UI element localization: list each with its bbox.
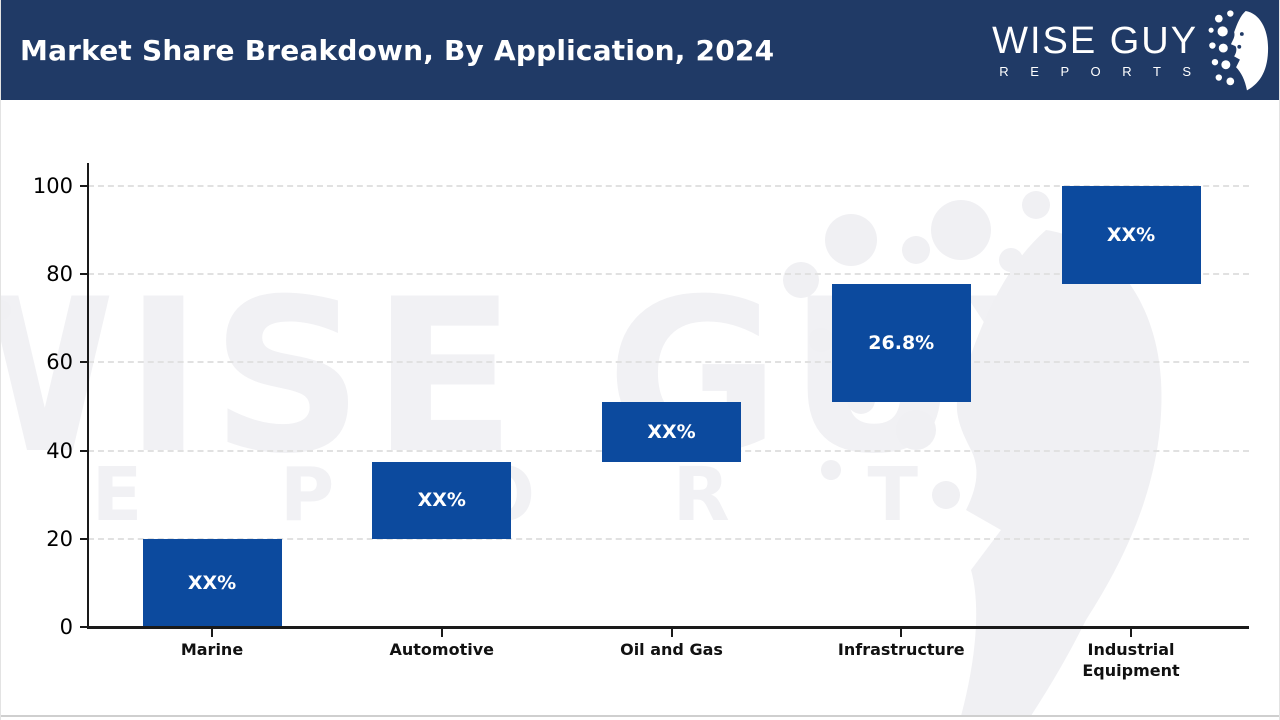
y-tick-label: 100 <box>32 174 73 198</box>
bar-segment[interactable]: XX% <box>1061 186 1201 284</box>
y-tick-mark <box>80 449 88 452</box>
y-tick-mark <box>80 273 88 276</box>
x-tick-mark <box>440 629 443 637</box>
y-tick-mark <box>80 537 88 540</box>
x-tick-mark <box>670 629 673 637</box>
x-axis-line <box>87 626 1249 629</box>
y-tick-label: 80 <box>46 262 73 287</box>
y-tick-mark <box>80 626 88 628</box>
y-gridline <box>88 185 1249 187</box>
brand-name: WISE GUY <box>992 20 1199 62</box>
y-gridline <box>88 537 1249 540</box>
bar-value-label: XX% <box>187 571 237 594</box>
watermark-face-dots <box>1 191 1162 716</box>
y-tick-label: 20 <box>46 526 73 551</box>
watermark-line2: R E P O R T S <box>1 452 1165 538</box>
footer-rule <box>1 715 1279 717</box>
x-category-label: Oil and Gas <box>620 640 723 659</box>
header-bar: Market Share Breakdown, By Application, … <box>1 0 1279 100</box>
y-tick-mark <box>80 185 88 187</box>
chart-plot-area: WISE GUY R E P O R T S 0 20 40 60 80 100 XX% Ma… <box>1 100 1279 716</box>
y-gridline <box>88 361 1249 364</box>
y-gridline <box>88 273 1249 276</box>
x-category-label: Industrial Equipment <box>1082 640 1180 680</box>
bar-segment[interactable]: 26.8% <box>831 283 971 403</box>
brand-logo: WISE GUY R E P O R T S <box>990 0 1270 100</box>
brand-logo-text: WISE GUY R E P O R T S <box>990 22 1200 78</box>
face-profile-icon <box>1208 10 1269 91</box>
bar-segment[interactable]: XX% <box>142 538 282 627</box>
y-tick-label: 0 <box>59 615 73 639</box>
x-tick-mark <box>211 629 213 637</box>
y-tick-label: 60 <box>46 350 73 375</box>
y-axis-line <box>87 163 89 629</box>
y-tick-label: 40 <box>46 438 73 463</box>
x-category-label: Automotive <box>389 640 495 659</box>
x-category-label: Infrastructure <box>837 640 965 659</box>
y-tick-mark <box>80 361 88 364</box>
brand-tagline: R E P O R T S <box>999 64 1200 79</box>
bar-value-label: XX% <box>1106 223 1156 246</box>
bar-value-label: XX% <box>647 420 696 443</box>
bar-segment[interactable]: XX% <box>602 402 741 462</box>
bar-value-label: XX% <box>417 489 466 512</box>
bar-segment[interactable]: XX% <box>372 461 512 539</box>
bar-value-label: 26.8% <box>868 331 935 354</box>
page-title: Market Share Breakdown, By Application, … <box>20 33 775 67</box>
x-tick-mark <box>1130 629 1132 637</box>
x-tick-mark <box>900 629 903 637</box>
x-category-label: Marine <box>180 640 244 659</box>
